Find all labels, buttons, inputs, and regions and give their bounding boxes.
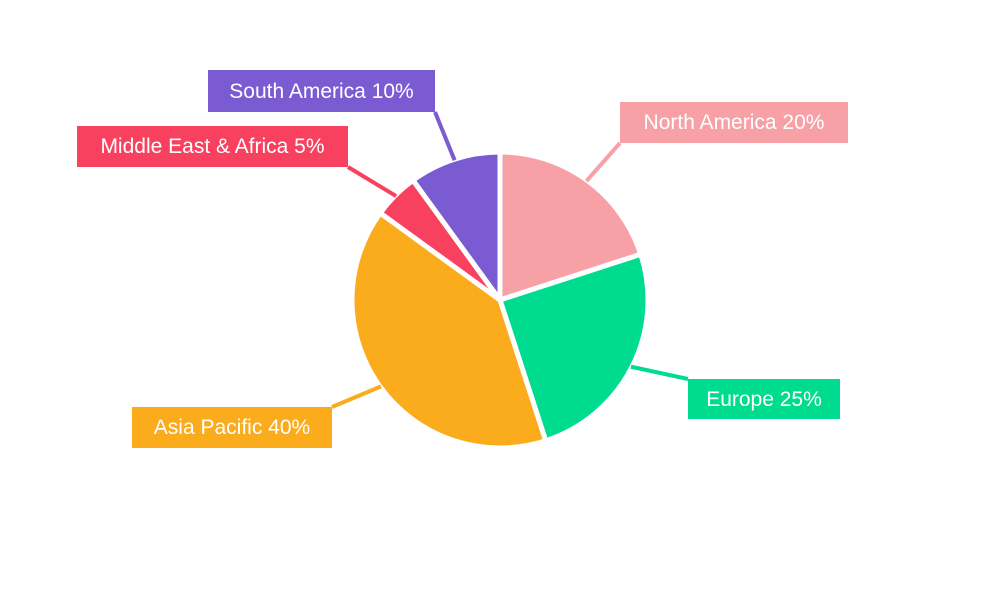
leader-line-asia-pacific bbox=[331, 384, 382, 409]
leader-line-north-america bbox=[584, 141, 622, 183]
label-middle-east-africa: Middle East & Africa 5% bbox=[77, 126, 348, 167]
label-asia-pacific: Asia Pacific 40% bbox=[132, 407, 332, 448]
leader-line-europe bbox=[630, 364, 689, 381]
leader-line-south-america bbox=[433, 111, 457, 161]
label-europe: Europe 25% bbox=[688, 379, 840, 419]
label-north-america: North America 20% bbox=[620, 102, 848, 143]
leader-line-middle-east-africa bbox=[346, 165, 398, 198]
label-south-america: South America 10% bbox=[208, 70, 435, 112]
